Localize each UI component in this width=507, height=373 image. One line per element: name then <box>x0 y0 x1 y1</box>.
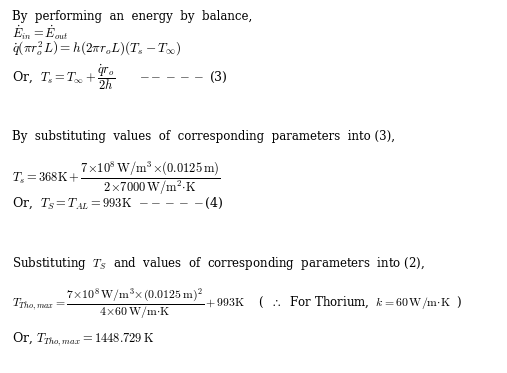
Text: By  substituting  values  of  corresponding  parameters  into (3),: By substituting values of corresponding … <box>12 130 395 143</box>
Text: By  performing  an  energy  by  balance,: By performing an energy by balance, <box>12 10 252 23</box>
Text: Substituting  $T_S$  and  values  of  corresponding  parameters  into (2),: Substituting $T_S$ and values of corresp… <box>12 255 425 272</box>
Text: $T_s = 368\mathrm{K}+\dfrac{7{\times}10^8\,\mathrm{W/m^3}{\times}(0.0125\,\mathr: $T_s = 368\mathrm{K}+\dfrac{7{\times}10^… <box>12 160 221 197</box>
Text: Or,  $T_s = T_\infty + \dfrac{\dot{q}r_o}{2h}$      $-----$ (3): Or, $T_s = T_\infty + \dfrac{\dot{q}r_o}… <box>12 62 228 92</box>
Text: $T_{Tho,max} = \dfrac{7{\times}10^8\,\mathrm{W/m^3}{\times}(0.0125\,\mathrm{m})^: $T_{Tho,max} = \dfrac{7{\times}10^8\,\ma… <box>12 286 462 321</box>
Text: $\dot{E}_{in} = \dot{E}_{out}$: $\dot{E}_{in} = \dot{E}_{out}$ <box>12 24 69 42</box>
Text: Or, $T_{Tho,max} = 1448.729\,\mathrm{K}$: Or, $T_{Tho,max} = 1448.729\,\mathrm{K}$ <box>12 330 154 348</box>
Text: $\dot{q}\left(\pi r_o^2 L\right) = h(2\pi r_o L)(T_s - T_\infty)$: $\dot{q}\left(\pi r_o^2 L\right) = h(2\p… <box>12 40 182 58</box>
Text: Or,  $T_S = T_{AL} = 993\mathrm{K}$  $-----$(4): Or, $T_S = T_{AL} = 993\mathrm{K}$ $----… <box>12 196 224 211</box>
